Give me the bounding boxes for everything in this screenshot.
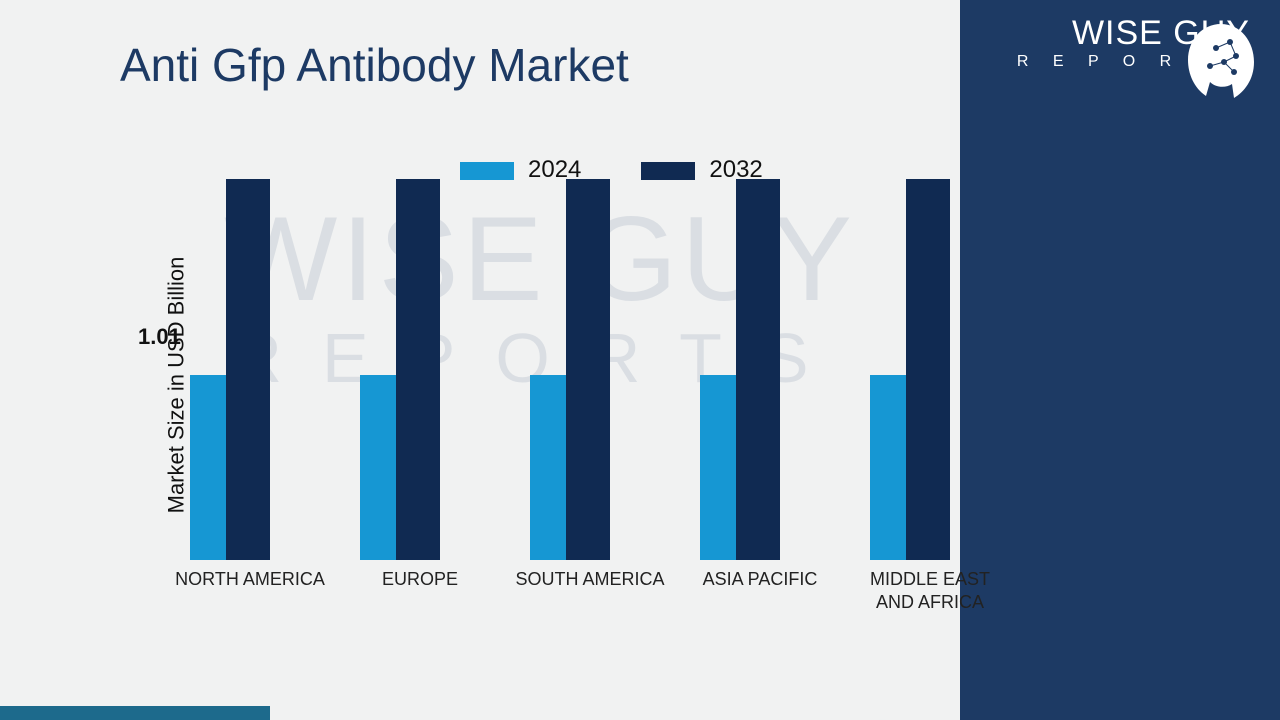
bar-2032 <box>566 179 610 560</box>
bar-2032 <box>226 179 270 560</box>
bar-2032 <box>396 179 440 560</box>
bar-2032 <box>906 179 950 560</box>
accent-bar <box>0 706 270 720</box>
side-panel <box>960 0 1280 720</box>
category-label: SOUTH AMERICA <box>515 560 665 591</box>
category-label: ASIA PACIFIC <box>685 560 835 591</box>
bar-2032 <box>736 179 780 560</box>
category-label: MIDDLE EAST AND AFRICA <box>855 560 1005 613</box>
y-tick-label: 1.01 <box>138 324 181 350</box>
brand-logo: WISE GUY R E P O R T S <box>1017 16 1250 70</box>
y-axis-label: Market Size in USD Billion <box>163 257 189 514</box>
category-label: NORTH AMERICA <box>175 560 325 591</box>
brand-head-icon <box>1186 22 1256 102</box>
plot-area: NORTH AMERICAEUROPESOUTH AMERICAASIA PAC… <box>190 150 990 560</box>
bar-chart: Market Size in USD Billion NORTH AMERICA… <box>90 150 990 620</box>
page-title: Anti Gfp Antibody Market <box>120 38 629 92</box>
category-label: EUROPE <box>345 560 495 591</box>
stage: WISE GUY R E P O R T S Anti Gfp Antibody… <box>0 0 1280 720</box>
